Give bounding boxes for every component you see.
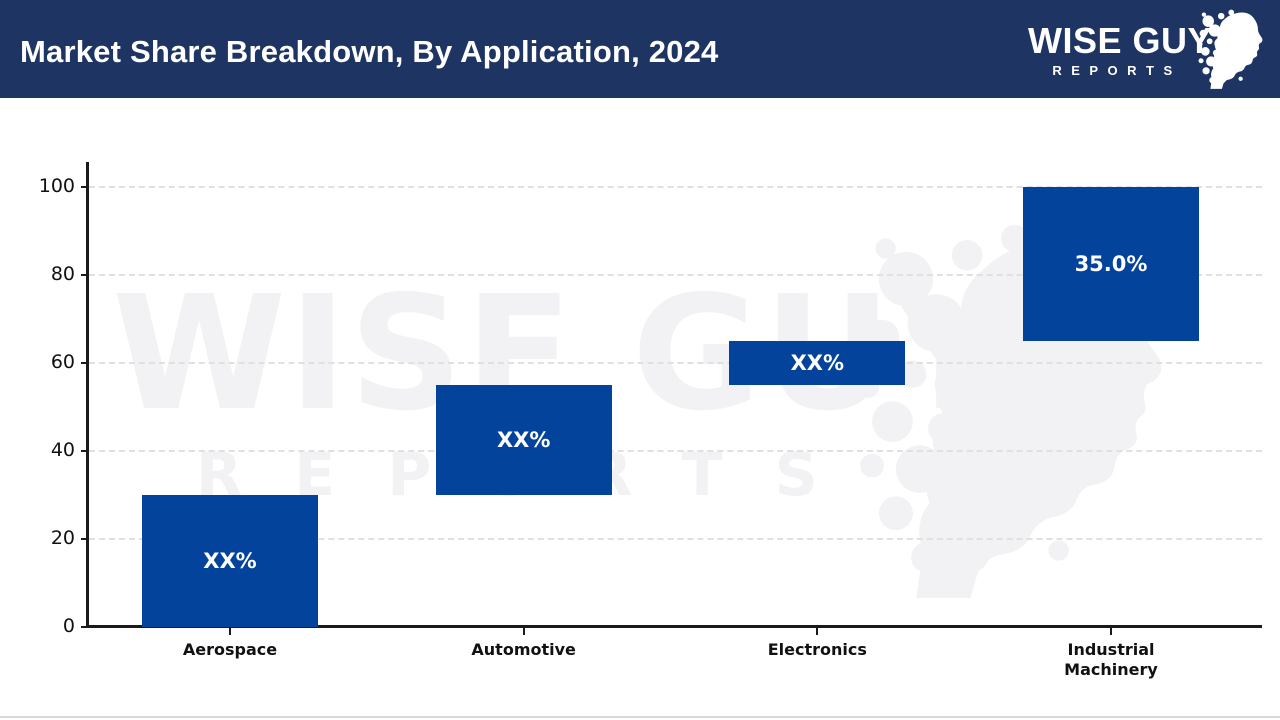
y-tick-60 [81,362,88,364]
x-tick-label-0: Aerospace [182,640,278,659]
y-tick-20 [81,538,88,540]
y-tick-label-40: 40 [50,439,75,461]
x-tick-1 [522,628,525,635]
wise-guy-reports-logo: WISE GUY REPORTS [1028,8,1268,92]
footer-divider [0,716,1280,718]
y-tick-label-0: 0 [62,615,75,637]
x-tick-label-2: Electronics [767,640,867,659]
logo-wordmark-line1: WISE GUY [1028,20,1213,61]
bar-industrial-machinery [1023,187,1199,341]
logo-wordmark-line2: REPORTS [1052,62,1182,78]
y-axis-line [86,162,89,628]
page-title: Market Share Breakdown, By Application, … [20,34,719,69]
y-tick-label-60: 60 [50,351,75,373]
y-tick-label-20: 20 [50,527,75,549]
gridline-80 [89,274,1262,276]
gridline-20 [89,538,1262,540]
y-tick-label-80: 80 [50,263,75,285]
x-axis-line [86,625,1262,628]
x-tick-2 [816,628,819,635]
y-tick-40 [81,450,88,452]
x-tick-label-3: Industrial Machinery [1064,640,1158,679]
x-tick-3 [1110,628,1112,635]
y-tick-100 [81,186,88,188]
bar-automotive [435,385,612,495]
bar-value-label: XX% [496,428,551,452]
gridline-60 [89,362,1262,364]
bar-electronics [729,341,906,385]
bar-aerospace [142,495,318,627]
y-tick-label-100: 100 [38,175,75,197]
gridline-40 [89,450,1262,452]
x-tick-label-1: Automotive [471,640,576,659]
header-bar: Market Share Breakdown, By Application, … [0,0,1280,98]
logo-dotted-face-icon [1198,9,1263,89]
y-tick-0 [81,626,88,628]
gridline-100 [89,186,1262,188]
logo-wordmark: WISE GUY REPORTS [1028,20,1213,78]
x-tick-0 [229,628,231,635]
bar-value-label: XX% [790,351,845,375]
bar-value-label: XX% [203,549,257,573]
bar-value-label: 35.0% [1074,252,1148,276]
y-tick-80 [81,274,88,276]
waterfall-chart: 0 20 40 60 80 100 XX% Aerospace XX% Automotive XX%… [0,98,1280,720]
